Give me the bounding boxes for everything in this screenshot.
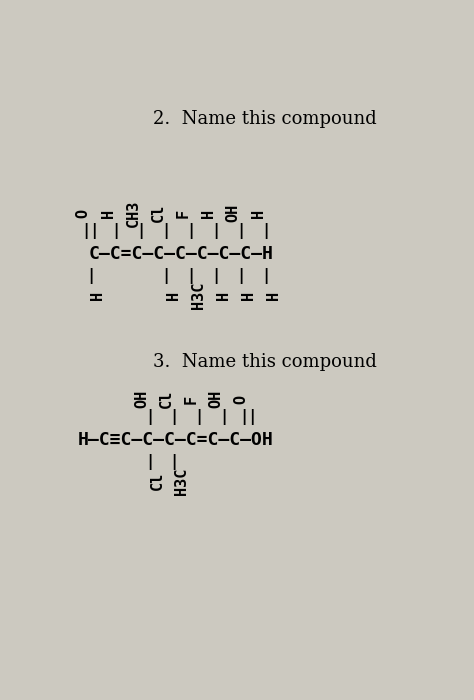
Text: ||: || — [82, 223, 100, 239]
Text: H: H — [266, 290, 281, 300]
Text: H: H — [216, 290, 231, 300]
Text: H: H — [201, 209, 216, 218]
Text: Cl: Cl — [151, 204, 166, 223]
Text: |: | — [236, 223, 245, 239]
Text: |: | — [211, 223, 220, 239]
Text: |: | — [136, 223, 146, 239]
Text: |: | — [261, 223, 270, 239]
Text: |: | — [186, 223, 195, 239]
Text: H3C: H3C — [191, 281, 206, 309]
Text: |: | — [170, 454, 179, 470]
Text: |: | — [170, 409, 179, 425]
Text: |: | — [145, 454, 154, 470]
Text: H: H — [241, 290, 255, 300]
Text: F: F — [176, 209, 191, 218]
Text: |: | — [145, 409, 154, 425]
Text: O: O — [233, 395, 248, 404]
Text: |: | — [211, 268, 220, 284]
Text: H: H — [91, 290, 106, 300]
Text: |: | — [236, 268, 245, 284]
Text: |: | — [219, 409, 228, 425]
Text: |: | — [161, 268, 170, 284]
Text: H: H — [101, 209, 116, 218]
Text: OH: OH — [226, 204, 241, 223]
Text: H3C: H3C — [174, 468, 189, 495]
Text: Cl: Cl — [150, 472, 164, 491]
Text: |: | — [194, 409, 203, 425]
Text: |: | — [161, 223, 170, 239]
Text: 2.  Name this compound: 2. Name this compound — [153, 110, 377, 128]
Text: |: | — [111, 223, 120, 239]
Text: |: | — [186, 268, 195, 284]
Text: F: F — [184, 395, 199, 404]
Text: C–C=C–C–C–C–C–C–H: C–C=C–C–C–C–C–C–H — [89, 245, 273, 262]
Text: Cl: Cl — [159, 390, 174, 408]
Text: H–C≡C–C–C–C=C–C–OH: H–C≡C–C–C–C=C–C–OH — [78, 430, 273, 449]
Text: OH: OH — [209, 390, 223, 408]
Text: H: H — [251, 209, 266, 218]
Text: |: | — [86, 268, 95, 284]
Text: OH: OH — [135, 390, 150, 408]
Text: ||: || — [239, 409, 257, 425]
Text: 3.  Name this compound: 3. Name this compound — [153, 353, 377, 370]
Text: H: H — [166, 290, 181, 300]
Text: O: O — [75, 209, 91, 218]
Text: CH3: CH3 — [126, 199, 141, 227]
Text: |: | — [261, 268, 270, 284]
